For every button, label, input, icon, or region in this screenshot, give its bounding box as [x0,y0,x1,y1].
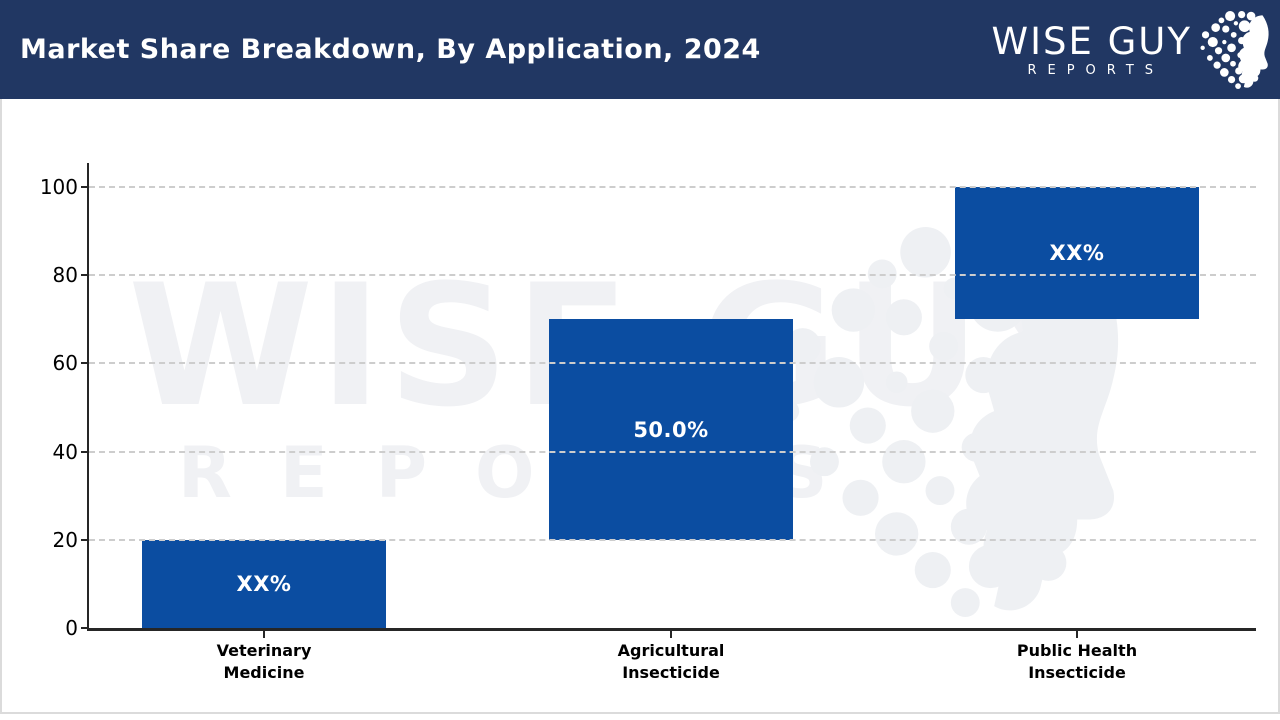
y-tick-label-40: 40 [52,440,78,464]
gridline-100 [89,186,1256,188]
y-tick-label-80: 80 [52,263,78,287]
x-axis-line [87,628,1256,631]
y-tick-label-100: 100 [39,175,78,199]
logo-wordmark: WISE GUY [991,19,1192,63]
category-label-line: Veterinary [216,641,312,660]
logo-subtitle: REPORTS [1027,62,1165,78]
header-bar: Market Share Breakdown, By Application, … [0,0,1280,99]
y-tick-mark [81,186,88,188]
category-label-line: Public Health [1016,641,1138,660]
bar-agricultural-insecticide: 50.0% [549,319,793,540]
y-tick-mark [81,274,88,276]
category-label-veterinary-medicine: Veterinary Medicine [114,640,414,683]
y-tick-label-60: 60 [52,351,78,375]
category-label-public-health-insecticide: Public Health Insecticide [927,640,1227,683]
category-label-line: Medicine [223,662,305,682]
y-tick-mark [81,627,88,629]
category-label-line: Agricultural [617,641,725,660]
logo-text: WISE GUY REPORTS [992,23,1192,78]
page-title: Market Share Breakdown, By Application, … [20,34,761,65]
bar-value-label: XX% [1049,241,1105,265]
y-tick-label-20: 20 [52,528,78,552]
y-axis-line [87,163,89,630]
bar-value-label: XX% [236,572,292,596]
gridline-80 [89,274,1256,276]
gridline-20 [89,539,1256,541]
category-label-line: Insecticide [1028,662,1126,682]
y-tick-mark [81,539,88,541]
gridline-60 [89,362,1256,364]
x-tick-mark [1076,631,1078,638]
category-label-agricultural-insecticide: Agricultural Insecticide [521,640,821,683]
wiseguy-logo: WISE GUY REPORTS [992,6,1272,94]
category-label-line: Insecticide [622,662,720,682]
bar-public-health-insecticide: XX% [955,187,1199,319]
bar-value-label: 50.0% [633,417,709,442]
x-tick-mark [670,631,672,638]
y-tick-mark [81,451,88,453]
x-tick-mark [263,631,265,638]
y-tick-label-0: 0 [65,616,78,640]
dotted-face-icon [1200,11,1269,89]
y-tick-mark [81,362,88,364]
bar-veterinary-medicine: XX% [142,540,386,628]
gridline-40 [89,451,1256,453]
